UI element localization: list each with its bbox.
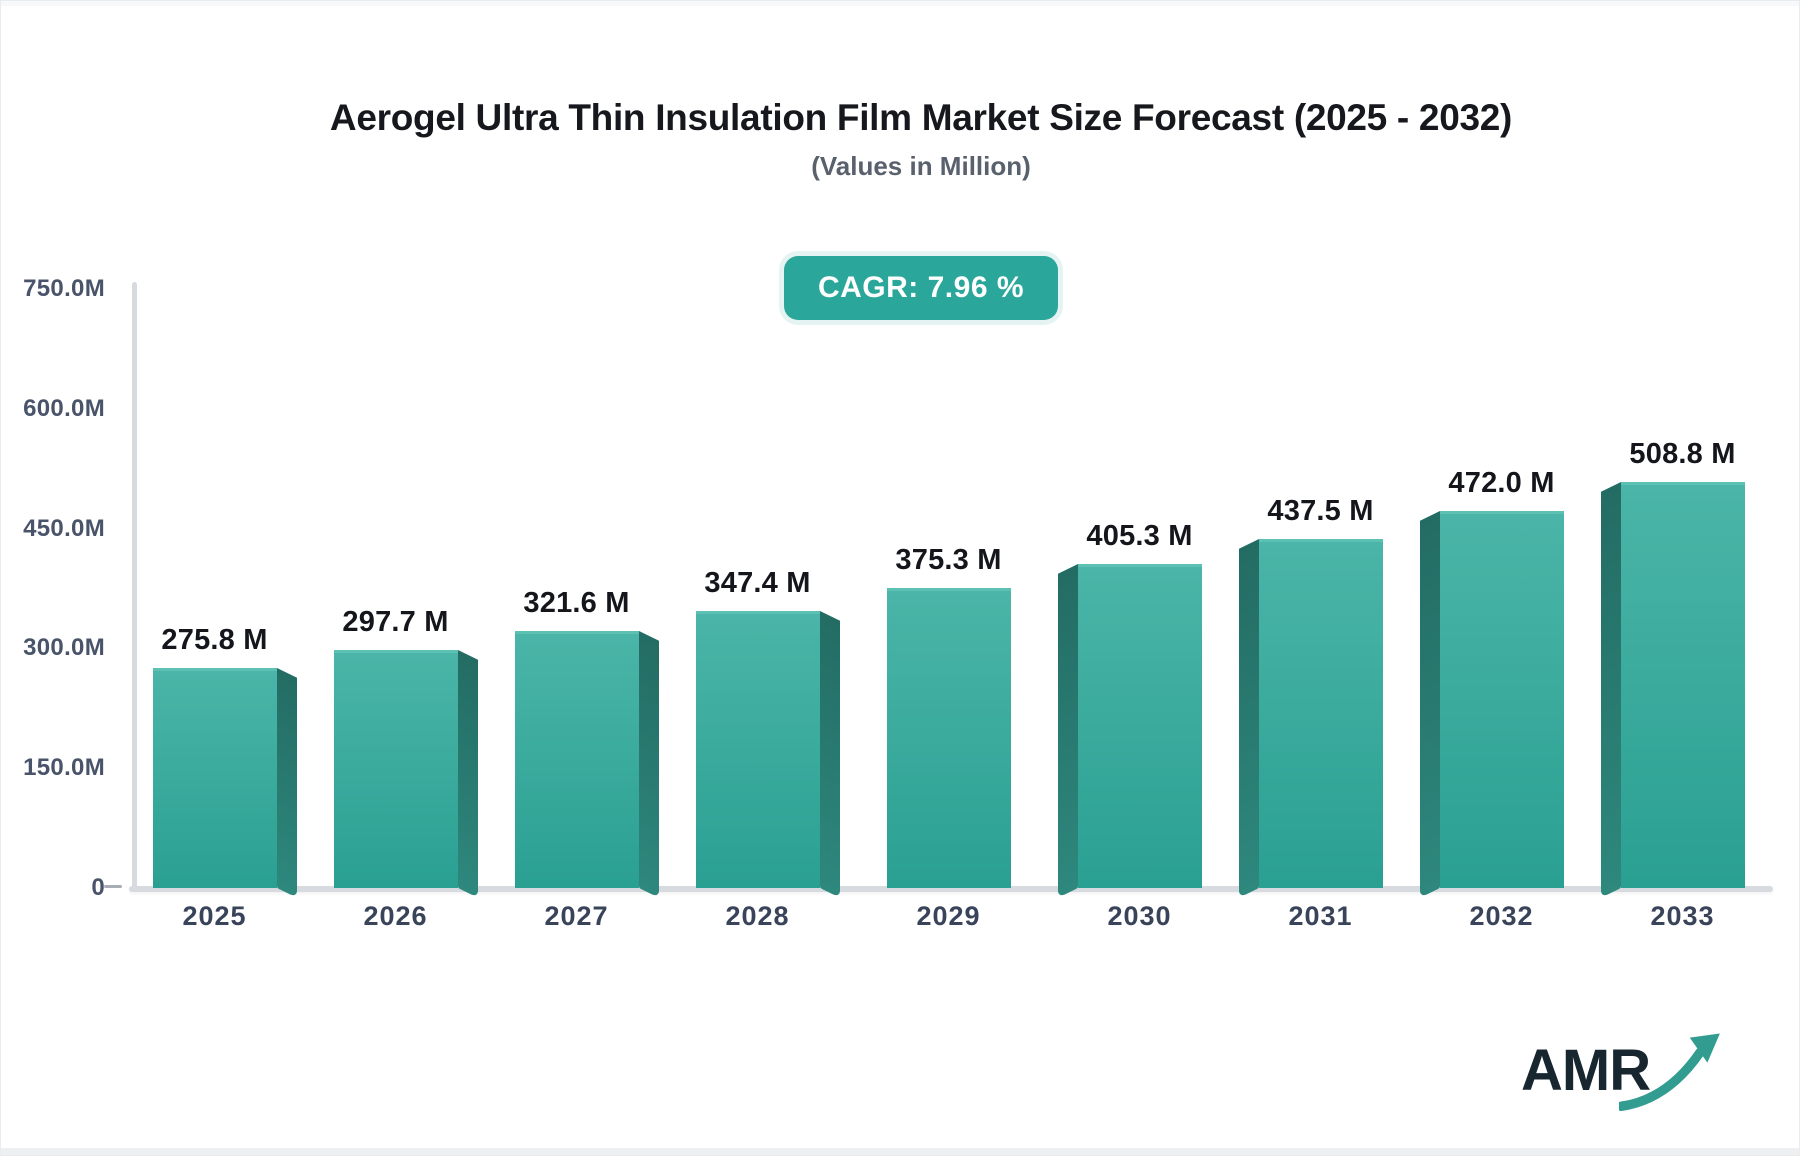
x-tick-label-2027: 2027 bbox=[544, 901, 609, 931]
y-tick-label-0: 0 bbox=[91, 874, 105, 901]
bar-side-2033 bbox=[1600, 481, 1621, 898]
chart-title: Aerogel Ultra Thin Insulation Film Marke… bbox=[329, 97, 1513, 138]
y-axis-line bbox=[132, 282, 137, 892]
chart-subtitle: (Values in Million) bbox=[811, 151, 1031, 181]
bar-value-label-2031: 437.5 M bbox=[1267, 494, 1374, 527]
x-tick-label-2028: 2028 bbox=[725, 901, 790, 931]
bar-2025 bbox=[152, 667, 277, 888]
amr-logo-text: AMR bbox=[1521, 1038, 1651, 1103]
bar-side-2026 bbox=[457, 650, 478, 898]
bar-2027 bbox=[514, 631, 639, 888]
bar-2026 bbox=[333, 650, 458, 888]
top-edge bbox=[1, 1, 1799, 6]
bar-value-label-2033: 508.8 M bbox=[1629, 437, 1736, 470]
zero-tick-mark bbox=[104, 885, 122, 888]
bar-2033 bbox=[1620, 481, 1745, 888]
x-tick-label-2031: 2031 bbox=[1288, 901, 1353, 931]
y-tick-label-150: 150.0M bbox=[23, 754, 105, 782]
title-row: Aerogel Ultra Thin Insulation Film Marke… bbox=[41, 97, 1799, 139]
bar-2029 bbox=[886, 588, 1011, 888]
trend-up-arrow-icon bbox=[1619, 1033, 1720, 1111]
bottom-edge bbox=[1, 1148, 1799, 1155]
bar-side-2027 bbox=[638, 631, 659, 898]
bar-2031 bbox=[1258, 538, 1383, 888]
bar-side-2031 bbox=[1238, 538, 1259, 898]
cagr-badge: CAGR: 7.96 % bbox=[783, 256, 1059, 320]
y-tick-label-600: 600.0M bbox=[23, 394, 105, 422]
badge-row: CAGR: 7.96 % bbox=[41, 256, 1799, 320]
x-tick-label-2025: 2025 bbox=[182, 901, 247, 931]
bar-value-label-2025: 275.8 M bbox=[161, 623, 268, 656]
y-tick-label-300: 300.0M bbox=[23, 634, 105, 662]
bar-value-label-2028: 347.4 M bbox=[704, 566, 811, 599]
bar-value-label-2026: 297.7 M bbox=[342, 606, 449, 639]
x-tick-label-2032: 2032 bbox=[1469, 901, 1534, 931]
bar-value-label-2032: 472.0 M bbox=[1448, 467, 1555, 500]
bar-side-2025 bbox=[276, 667, 297, 898]
x-axis-line bbox=[129, 886, 1773, 892]
y-tick-label-450: 450.0M bbox=[23, 514, 105, 542]
bar-2028 bbox=[695, 610, 820, 888]
x-tick-label-2029: 2029 bbox=[916, 901, 981, 931]
y-tick-label-750: 750.0M bbox=[23, 275, 105, 302]
bar-side-2032 bbox=[1419, 511, 1440, 898]
x-tick-label-2030: 2030 bbox=[1107, 901, 1172, 931]
x-tick-label-2026: 2026 bbox=[363, 901, 428, 931]
bar-2030 bbox=[1077, 564, 1202, 888]
amr-logo: AMR bbox=[1521, 1029, 1751, 1124]
bar-value-label-2027: 321.6 M bbox=[523, 587, 630, 620]
bar-side-2030 bbox=[1057, 564, 1078, 898]
bar-value-label-2030: 405.3 M bbox=[1086, 520, 1193, 553]
bar-2032 bbox=[1439, 511, 1564, 888]
x-tick-label-2033: 2033 bbox=[1650, 901, 1715, 931]
bar-value-label-2029: 375.3 M bbox=[895, 544, 1002, 577]
bar-side-2028 bbox=[819, 610, 840, 898]
